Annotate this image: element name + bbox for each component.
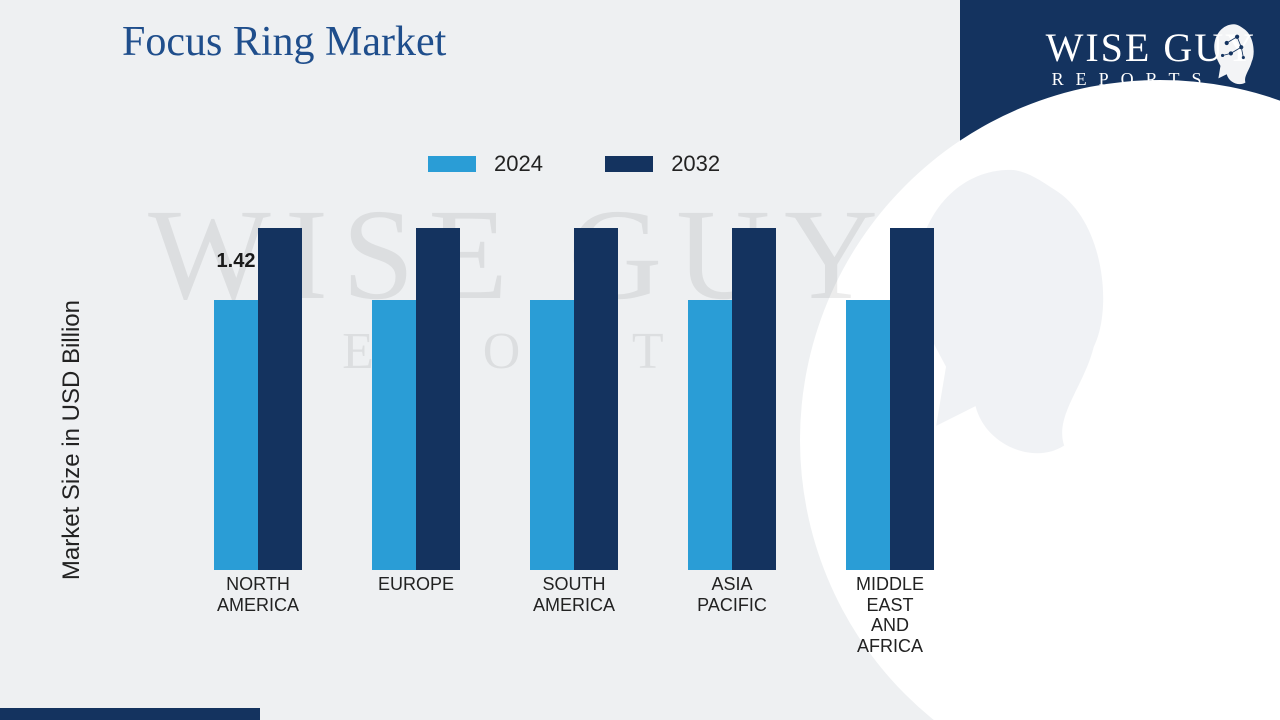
- legend-swatch-2032: [605, 156, 653, 172]
- brand-logo: WISE GUY REPORTS: [1046, 28, 1256, 88]
- x-tick-label: SOUTHAMERICA: [504, 574, 644, 615]
- legend-item-2032: 2032: [605, 150, 720, 177]
- bar-group: [846, 190, 934, 570]
- legend-item-2024: 2024: [428, 150, 543, 177]
- bar-group: [530, 190, 618, 570]
- legend-swatch-2024: [428, 156, 476, 172]
- right-brand-panel: WISE GUY REPORTS: [960, 0, 1280, 720]
- legend: 2024 2032: [144, 150, 1004, 177]
- bar: [372, 300, 416, 570]
- chart-area: Market Size in USD Billion 2024 2032 1.4…: [44, 150, 1004, 670]
- chart-title: Focus Ring Market: [122, 18, 446, 66]
- x-tick-label: EUROPE: [346, 574, 486, 595]
- bottom-accent-strip: [0, 708, 260, 720]
- logo-head-icon: [1208, 22, 1260, 90]
- bar: [688, 300, 732, 570]
- y-axis-label: Market Size in USD Billion: [58, 300, 86, 580]
- bar: [846, 300, 890, 570]
- legend-label-2024: 2024: [494, 151, 543, 176]
- plot-region: 1.42: [144, 190, 1004, 570]
- bar: [530, 300, 574, 570]
- x-tick-label: NORTHAMERICA: [188, 574, 328, 615]
- bar: [258, 228, 302, 570]
- bar-group: [372, 190, 460, 570]
- bar-group: [688, 190, 776, 570]
- bar: [890, 228, 934, 570]
- bar: [416, 228, 460, 570]
- bar-group: [214, 190, 302, 570]
- bar-value-label: 1.42: [217, 250, 256, 273]
- legend-label-2032: 2032: [671, 151, 720, 176]
- page: WISE GUY REPORTS Focus Ring Market WISE …: [0, 0, 1280, 720]
- x-tick-label: ASIAPACIFIC: [662, 574, 802, 615]
- bar: [574, 228, 618, 570]
- x-tick-label: MIDDLEEASTANDAFRICA: [820, 574, 960, 657]
- bar: [732, 228, 776, 570]
- bar: [214, 300, 258, 570]
